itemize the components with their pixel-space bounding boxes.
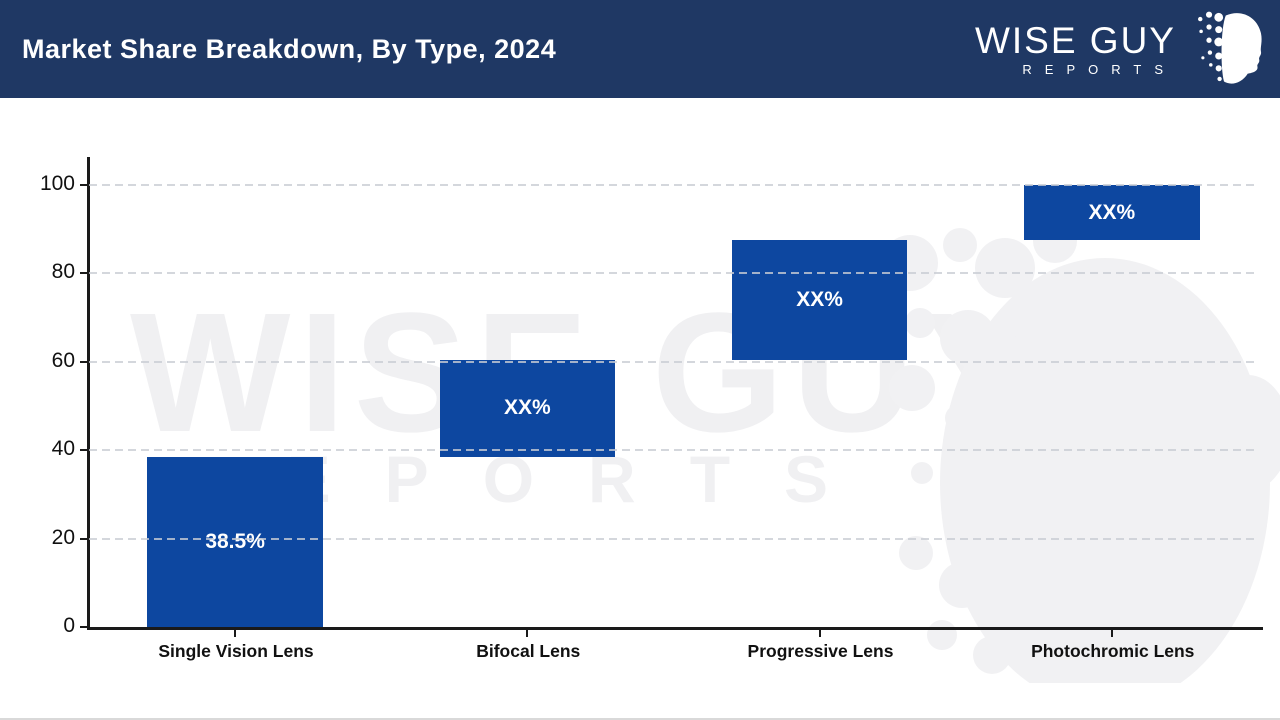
page-title: Market Share Breakdown, By Type, 2024 (22, 33, 557, 64)
y-tick-label-0: 0 (63, 614, 75, 637)
bar-photochromic-lens: XX% (1024, 185, 1200, 241)
y-tick-mark-60 (80, 360, 89, 363)
header: Market Share Breakdown, By Type, 2024 WI… (0, 0, 1280, 98)
gridline-60 (89, 360, 1258, 363)
gridline-100 (89, 184, 1258, 187)
x-tick-label-progressive-lens: Progressive Lens (747, 641, 894, 661)
y-tick-mark-80 (80, 272, 89, 275)
gridline-40 (89, 449, 1258, 452)
bottom-border (0, 718, 1280, 720)
gridline-80 (89, 272, 1258, 275)
logo-head-icon (1198, 11, 1262, 84)
x-tick-label-photochromic-lens: Photochromic Lens (1031, 641, 1195, 661)
wiseguy-logo: WISE GUY REPORTS (975, 6, 1268, 92)
gridline-20 (89, 537, 1258, 540)
y-tick-label-40: 40 (51, 437, 75, 461)
y-axis-line (87, 157, 90, 629)
x-axis-line (87, 627, 1263, 630)
x-tick-label-bifocal-lens: Bifocal Lens (476, 641, 581, 661)
x-tick-mark-photochromic-lens (1110, 629, 1113, 637)
y-tick-mark-100 (80, 184, 89, 187)
x-tick-mark-single-vision-lens (234, 629, 237, 637)
bar-single-vision-lens: 38.5% (147, 456, 323, 627)
bar-progressive-lens: XX% (731, 240, 908, 360)
y-tick-label-20: 20 (51, 525, 75, 549)
bar-value-label: XX% (504, 396, 551, 420)
bar-value-label: XX% (796, 287, 843, 311)
y-tick-mark-0 (80, 626, 89, 628)
x-tick-mark-bifocal-lens (526, 629, 529, 637)
y-tick-label-60: 60 (51, 348, 75, 372)
logo-text: WISE GUY REPORTS (974, 19, 1176, 78)
y-tick-mark-40 (80, 449, 89, 452)
y-tick-label-80: 80 (51, 260, 75, 284)
y-tick-label-100: 100 (39, 172, 75, 196)
bar-value-label: XX% (1088, 200, 1136, 224)
logo-subtitle: REPORTS (1022, 62, 1176, 78)
bar-value-label: 38.5% (205, 529, 265, 553)
chart-area: WISE GUY REPORTS 0 20 40 60 80 100 38.5% Single… (0, 98, 1280, 720)
bar-bifocal-lens: XX% (439, 359, 616, 457)
x-tick-label-single-vision-lens: Single Vision Lens (158, 641, 314, 661)
x-tick-mark-progressive-lens (818, 629, 821, 637)
plot-area: 0 20 40 60 80 100 38.5% Single Vision Lens XX% Bi… (40, 157, 1263, 661)
logo-wordmark: WISE GUY (974, 19, 1176, 61)
y-tick-mark-20 (80, 537, 89, 540)
